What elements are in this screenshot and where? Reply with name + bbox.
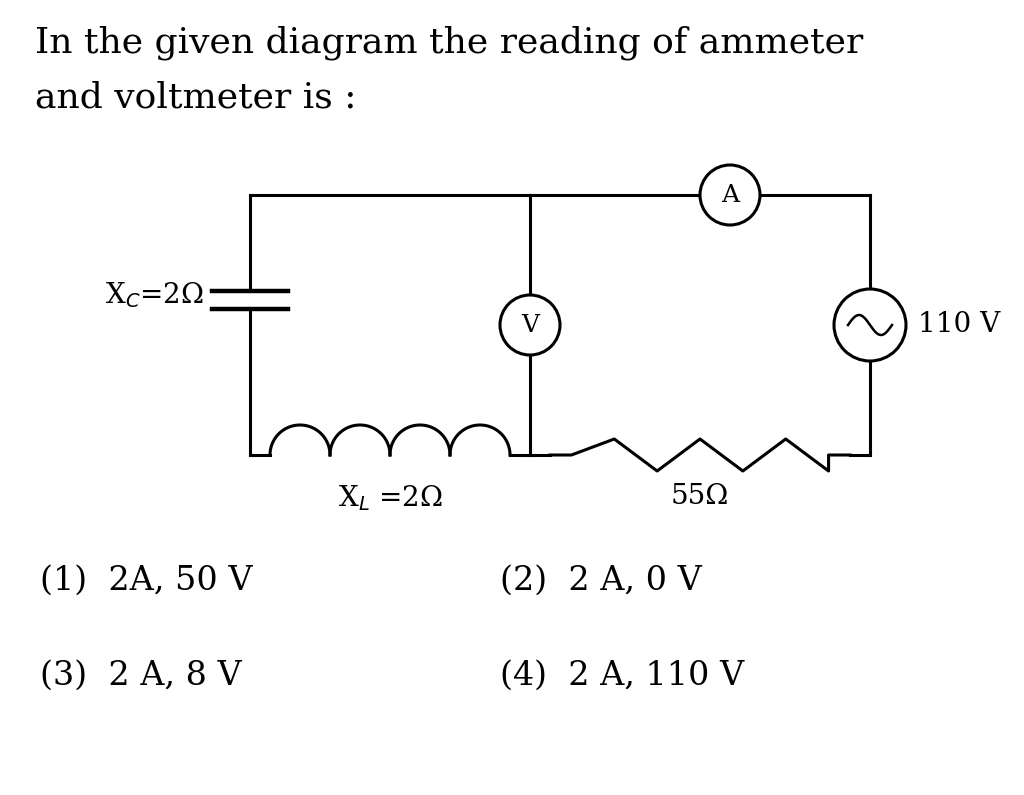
Circle shape (834, 289, 906, 361)
Circle shape (500, 295, 560, 355)
Text: A: A (721, 184, 739, 207)
Text: (2)  2 A, 0 V: (2) 2 A, 0 V (500, 565, 701, 597)
Text: X$_L$ =2Ω: X$_L$ =2Ω (338, 483, 442, 513)
Text: (4)  2 A, 110 V: (4) 2 A, 110 V (500, 660, 744, 692)
Text: 110 V: 110 V (918, 312, 1000, 339)
Text: In the given diagram the reading of ammeter: In the given diagram the reading of amme… (35, 25, 863, 60)
Text: X$_C$=2Ω: X$_C$=2Ω (105, 280, 204, 310)
Text: V: V (521, 313, 539, 336)
Text: (1)  2A, 50 V: (1) 2A, 50 V (40, 565, 253, 597)
Text: and voltmeter is :: and voltmeter is : (35, 80, 356, 114)
Text: (3)  2 A, 8 V: (3) 2 A, 8 V (40, 660, 242, 692)
Text: 55Ω: 55Ω (671, 483, 729, 510)
Circle shape (700, 165, 760, 225)
